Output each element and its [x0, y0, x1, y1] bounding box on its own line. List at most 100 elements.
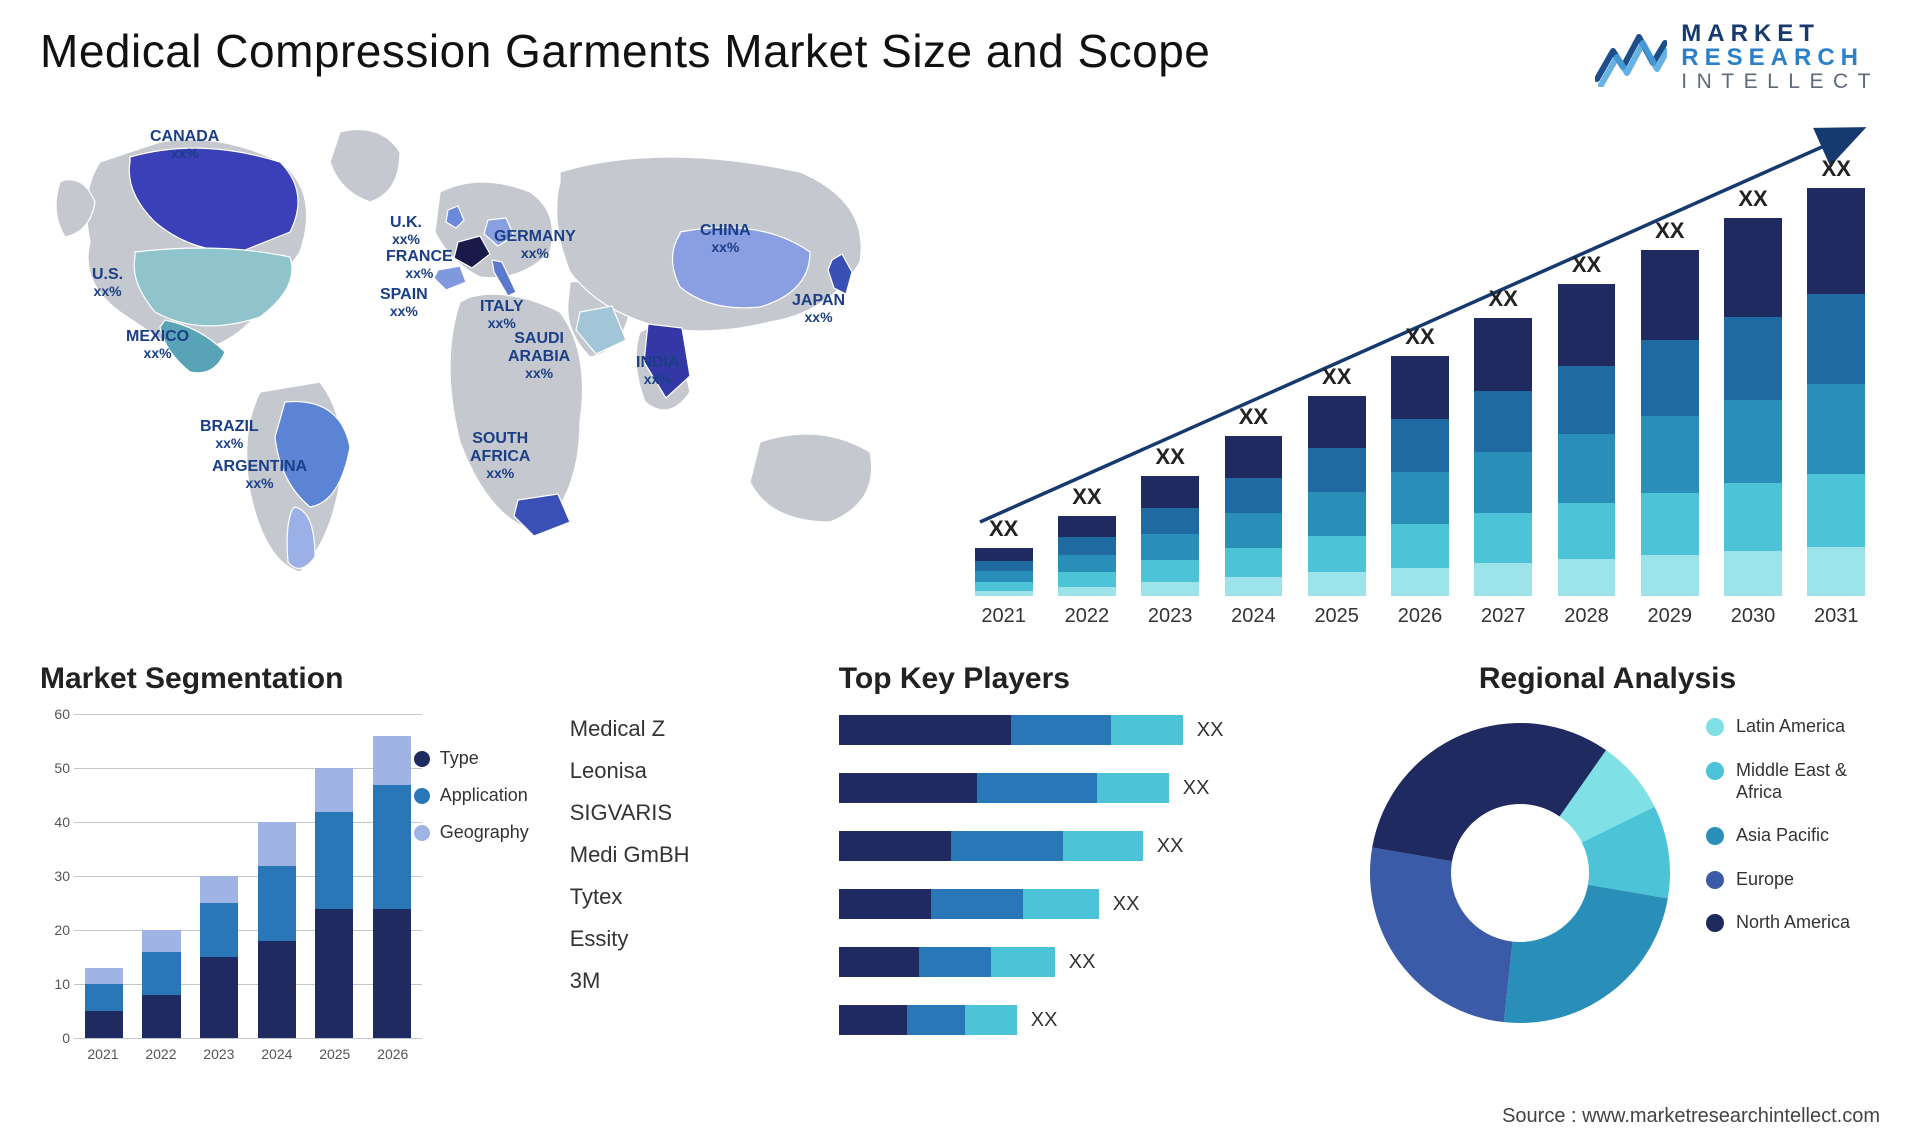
growth-bar: [1474, 318, 1532, 596]
seg-bar: [258, 822, 296, 1038]
seg-y-label: 30: [42, 868, 70, 884]
regional-legend-item: Europe: [1706, 869, 1886, 891]
seg-x-label: 2026: [364, 1046, 422, 1068]
growth-value-label: XX: [1655, 218, 1684, 244]
growth-bar: [1724, 218, 1782, 596]
growth-bar: [1391, 356, 1449, 596]
key-players-bars-panel: Top Key Players XXXXXXXXXXXX: [839, 662, 1295, 1082]
seg-bar: [315, 768, 353, 1038]
seg-legend-item: Application: [414, 785, 544, 806]
regional-legend-item: Latin America: [1706, 716, 1886, 738]
logo-line-1: MARKET: [1681, 22, 1880, 46]
player-bar: [839, 1005, 1017, 1035]
regional-legend-item: Asia Pacific: [1706, 825, 1886, 847]
key-players-title: Top Key Players: [839, 662, 1295, 696]
seg-y-label: 10: [42, 976, 70, 992]
growth-x-label: 2029: [1636, 605, 1703, 628]
growth-value-label: XX: [1572, 252, 1601, 278]
regional-panel: Regional Analysis Latin AmericaMiddle Ea…: [1325, 662, 1890, 1082]
seg-y-label: 50: [42, 760, 70, 776]
growth-bar-chart: XXXXXXXXXXXXXXXXXXXXXX 20212022202320242…: [960, 102, 1890, 632]
segmentation-legend: Type Application Geography: [414, 748, 544, 859]
seg-bar: [200, 876, 238, 1038]
player-name: Medi GmBH: [570, 842, 809, 868]
map-label: SPAINxx%: [380, 286, 428, 319]
logo-line-3: INTELLECT: [1681, 71, 1880, 92]
growth-bar: [1807, 188, 1865, 596]
seg-x-label: 2024: [248, 1046, 306, 1068]
regional-legend-item: Middle East & Africa: [1706, 760, 1886, 803]
key-players-list-panel: Medical ZLeonisaSIGVARISMedi GmBHTytexEs…: [570, 662, 809, 1082]
map-label: U.K.xx%: [390, 214, 422, 247]
seg-bar: [373, 736, 411, 1038]
player-name: 3M: [570, 968, 809, 994]
seg-x-label: 2021: [74, 1046, 132, 1068]
seg-legend-item: Type: [414, 748, 544, 769]
donut-segment: [1370, 848, 1513, 1023]
map-label: GERMANYxx%: [494, 228, 576, 261]
segmentation-title: Market Segmentation: [40, 662, 540, 696]
growth-x-label: 2027: [1470, 605, 1537, 628]
growth-x-label: 2024: [1220, 605, 1287, 628]
player-bar: [839, 715, 1183, 745]
regional-legend: Latin America Middle East & Africa Asia Pa…: [1706, 716, 1886, 956]
map-label: SAUDIARABIAxx%: [508, 330, 570, 381]
player-bar: [839, 947, 1055, 977]
page-title: Medical Compression Garments Market Size…: [40, 24, 1210, 78]
growth-x-label: 2021: [970, 605, 1037, 628]
seg-x-label: 2022: [132, 1046, 190, 1068]
growth-bar: [975, 548, 1033, 596]
growth-bar: [1225, 436, 1283, 596]
player-name: Medical Z: [570, 716, 809, 742]
growth-value-label: XX: [1822, 156, 1851, 182]
seg-legend-item: Geography: [414, 822, 544, 843]
growth-bar: [1058, 516, 1116, 596]
growth-value-label: XX: [1072, 484, 1101, 510]
growth-x-label: 2028: [1553, 605, 1620, 628]
growth-bar: [1308, 396, 1366, 596]
source-text: Source : www.marketresearchintellect.com: [1502, 1105, 1880, 1128]
player-name: Leonisa: [570, 758, 809, 784]
growth-value-label: XX: [1239, 404, 1268, 430]
donut-segment: [1504, 885, 1668, 1023]
map-label: ITALYxx%: [480, 298, 524, 331]
seg-y-label: 20: [42, 922, 70, 938]
growth-x-label: 2031: [1803, 605, 1870, 628]
growth-bar: [1141, 476, 1199, 596]
world-map: CANADAxx%U.S.xx%MEXICOxx%BRAZILxx%ARGENT…: [40, 102, 930, 632]
player-bar: [839, 773, 1169, 803]
seg-bar: [142, 930, 180, 1038]
seg-bar: [85, 968, 123, 1038]
brand-logo: MARKET RESEARCH INTELLECT: [1595, 22, 1880, 92]
growth-bar: [1641, 250, 1699, 596]
growth-x-label: 2025: [1303, 605, 1370, 628]
growth-x-label: 2022: [1053, 605, 1120, 628]
growth-x-label: 2026: [1386, 605, 1453, 628]
map-label: U.S.xx%: [92, 266, 123, 299]
player-bar: [839, 889, 1099, 919]
map-label: JAPANxx%: [792, 292, 845, 325]
seg-x-label: 2023: [190, 1046, 248, 1068]
player-value-label: XX: [1031, 1009, 1058, 1032]
map-label: INDIAxx%: [636, 354, 680, 387]
map-label: CHINAxx%: [700, 222, 751, 255]
player-name: SIGVARIS: [570, 800, 809, 826]
map-label: MEXICOxx%: [126, 328, 189, 361]
growth-x-label: 2030: [1719, 605, 1786, 628]
player-value-label: XX: [1113, 893, 1140, 916]
growth-bar: [1558, 284, 1616, 596]
growth-value-label: XX: [1405, 324, 1434, 350]
growth-x-label: 2023: [1137, 605, 1204, 628]
donut-segment: [1372, 723, 1606, 861]
segmentation-chart: 0102030405060 202120222023202420252026 T…: [40, 708, 540, 1068]
map-label: FRANCExx%: [386, 248, 453, 281]
map-label: SOUTHAFRICAxx%: [470, 430, 530, 481]
player-name: Essity: [570, 926, 809, 952]
growth-value-label: XX: [1738, 186, 1767, 212]
player-bar: [839, 831, 1143, 861]
player-value-label: XX: [1157, 835, 1184, 858]
player-value-label: XX: [1069, 951, 1096, 974]
seg-x-label: 2025: [306, 1046, 364, 1068]
map-label: CANADAxx%: [150, 128, 219, 161]
segmentation-panel: Market Segmentation 0102030405060 202120…: [40, 662, 540, 1082]
